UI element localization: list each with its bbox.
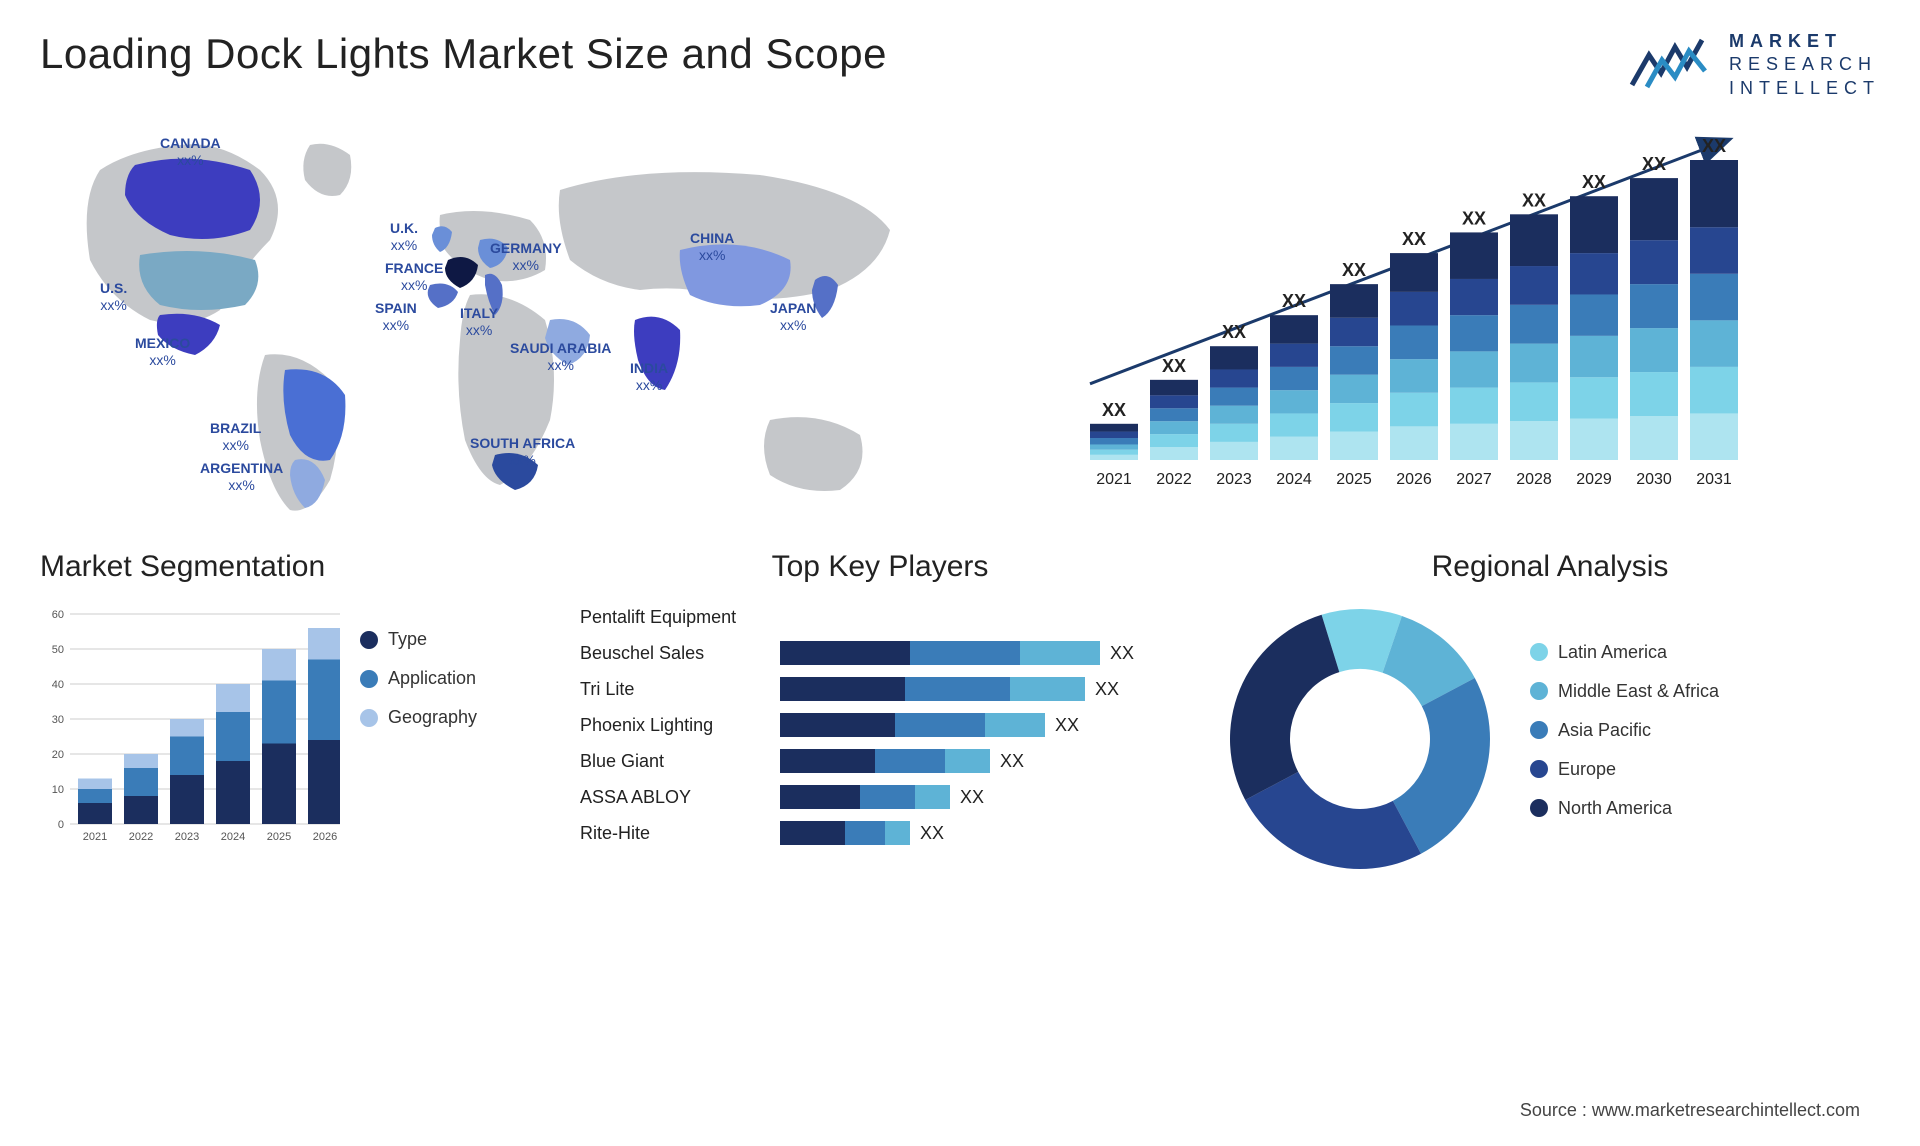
svg-text:2028: 2028 <box>1516 471 1552 488</box>
bottom-row: Market Segmentation 0 10 20 30 40 50 60 2021 202… <box>40 550 1880 879</box>
map-label: SPAINxx% <box>375 300 417 334</box>
map-label: BRAZILxx% <box>210 420 261 454</box>
svg-text:2024: 2024 <box>1276 471 1312 488</box>
player-row: Pentalift Equipment <box>580 599 1180 635</box>
svg-text:2024: 2024 <box>221 831 245 843</box>
player-row: Phoenix LightingXX <box>580 707 1180 743</box>
svg-text:XX: XX <box>1222 322 1246 342</box>
svg-text:XX: XX <box>1702 136 1726 156</box>
source-text: Source : www.marketresearchintellect.com <box>1520 1100 1860 1121</box>
svg-text:2021: 2021 <box>83 831 107 843</box>
world-map-panel: CANADAxx% U.S.xx% MEXICOxx% BRAZILxx% ARGENT… <box>40 120 940 520</box>
svg-text:XX: XX <box>1642 154 1666 174</box>
map-label: SOUTH AFRICAxx% <box>470 435 575 469</box>
logo-text: MARKET RESEARCH INTELLECT <box>1729 30 1880 100</box>
player-row: ASSA ABLOYXX <box>580 779 1180 815</box>
svg-text:2025: 2025 <box>267 831 291 843</box>
svg-text:XX: XX <box>1102 400 1126 420</box>
header: Loading Dock Lights Market Size and Scop… <box>40 30 1880 100</box>
player-row: Tri LiteXX <box>580 671 1180 707</box>
players-list: Pentalift EquipmentBeuschel SalesXXTri L… <box>580 599 1180 851</box>
map-label: CHINAxx% <box>690 230 734 264</box>
logo-icon <box>1627 35 1717 95</box>
players-title: Top Key Players <box>580 550 1180 584</box>
svg-text:2023: 2023 <box>175 831 199 843</box>
svg-text:XX: XX <box>1162 356 1186 376</box>
logo: MARKET RESEARCH INTELLECT <box>1627 30 1880 100</box>
page-title: Loading Dock Lights Market Size and Scop… <box>40 30 887 78</box>
regional-title: Regional Analysis <box>1220 550 1880 584</box>
svg-text:0: 0 <box>58 819 64 831</box>
svg-text:2026: 2026 <box>313 831 337 843</box>
regional-legend: Latin America Middle East & Africa Asia Pa… <box>1530 642 1880 837</box>
svg-text:2027: 2027 <box>1456 471 1492 488</box>
map-label: JAPANxx% <box>770 300 816 334</box>
legend-item: Latin America <box>1530 642 1880 663</box>
svg-text:2025: 2025 <box>1336 471 1372 488</box>
map-label: ARGENTINAxx% <box>200 460 283 494</box>
svg-text:XX: XX <box>1582 172 1606 192</box>
legend-item: Europe <box>1530 759 1880 780</box>
svg-text:2029: 2029 <box>1576 471 1612 488</box>
svg-text:XX: XX <box>1522 190 1546 210</box>
svg-text:2022: 2022 <box>129 831 153 843</box>
svg-text:2030: 2030 <box>1636 471 1672 488</box>
player-row: Blue GiantXX <box>580 743 1180 779</box>
map-label: SAUDI ARABIAxx% <box>510 340 611 374</box>
legend-item: Middle East & Africa <box>1530 681 1880 702</box>
players-panel: Top Key Players Pentalift EquipmentBeusc… <box>580 550 1180 879</box>
map-label: INDIAxx% <box>630 360 668 394</box>
svg-text:2031: 2031 <box>1696 471 1732 488</box>
map-label: ITALYxx% <box>460 305 498 339</box>
map-label: U.S.xx% <box>100 280 127 314</box>
segmentation-chart: 0 10 20 30 40 50 60 2021 2022 2023 2024 2025 2026 <box>40 599 340 849</box>
map-label: FRANCExx% <box>385 260 443 294</box>
svg-text:2026: 2026 <box>1396 471 1432 488</box>
legend-item: Asia Pacific <box>1530 720 1880 741</box>
svg-text:50: 50 <box>52 644 64 656</box>
legend-item: Type <box>360 629 540 650</box>
map-label: CANADAxx% <box>160 135 221 169</box>
svg-text:10: 10 <box>52 784 64 796</box>
map-label: MEXICOxx% <box>135 335 190 369</box>
svg-text:2023: 2023 <box>1216 471 1252 488</box>
segmentation-title: Market Segmentation <box>40 550 540 584</box>
regional-panel: Regional Analysis Latin America Middle Ea… <box>1220 550 1880 879</box>
player-row: Rite-HiteXX <box>580 815 1180 851</box>
regional-donut <box>1220 599 1500 879</box>
legend-item: Application <box>360 668 540 689</box>
legend-item: North America <box>1530 798 1880 819</box>
svg-text:20: 20 <box>52 749 64 761</box>
svg-text:40: 40 <box>52 679 64 691</box>
svg-text:2021: 2021 <box>1096 471 1132 488</box>
map-label: U.K.xx% <box>390 220 418 254</box>
legend-item: Geography <box>360 707 540 728</box>
svg-text:XX: XX <box>1342 260 1366 280</box>
segmentation-legend: Type Application Geography <box>360 599 540 849</box>
segmentation-panel: Market Segmentation 0 10 20 30 40 50 60 2021 202… <box>40 550 540 879</box>
top-row: CANADAxx% U.S.xx% MEXICOxx% BRAZILxx% ARGENT… <box>40 120 1880 520</box>
player-row: Beuschel SalesXX <box>580 635 1180 671</box>
svg-text:60: 60 <box>52 609 64 621</box>
svg-text:XX: XX <box>1402 229 1426 249</box>
svg-text:30: 30 <box>52 714 64 726</box>
market-size-chart: XX 2021 XX 2022 XX 2023 XX 2024 XX 2025 XX 2026 XX 20… <box>980 120 1880 500</box>
svg-text:XX: XX <box>1282 291 1306 311</box>
map-label: GERMANYxx% <box>490 240 562 274</box>
svg-text:2022: 2022 <box>1156 471 1192 488</box>
svg-text:XX: XX <box>1462 209 1486 229</box>
